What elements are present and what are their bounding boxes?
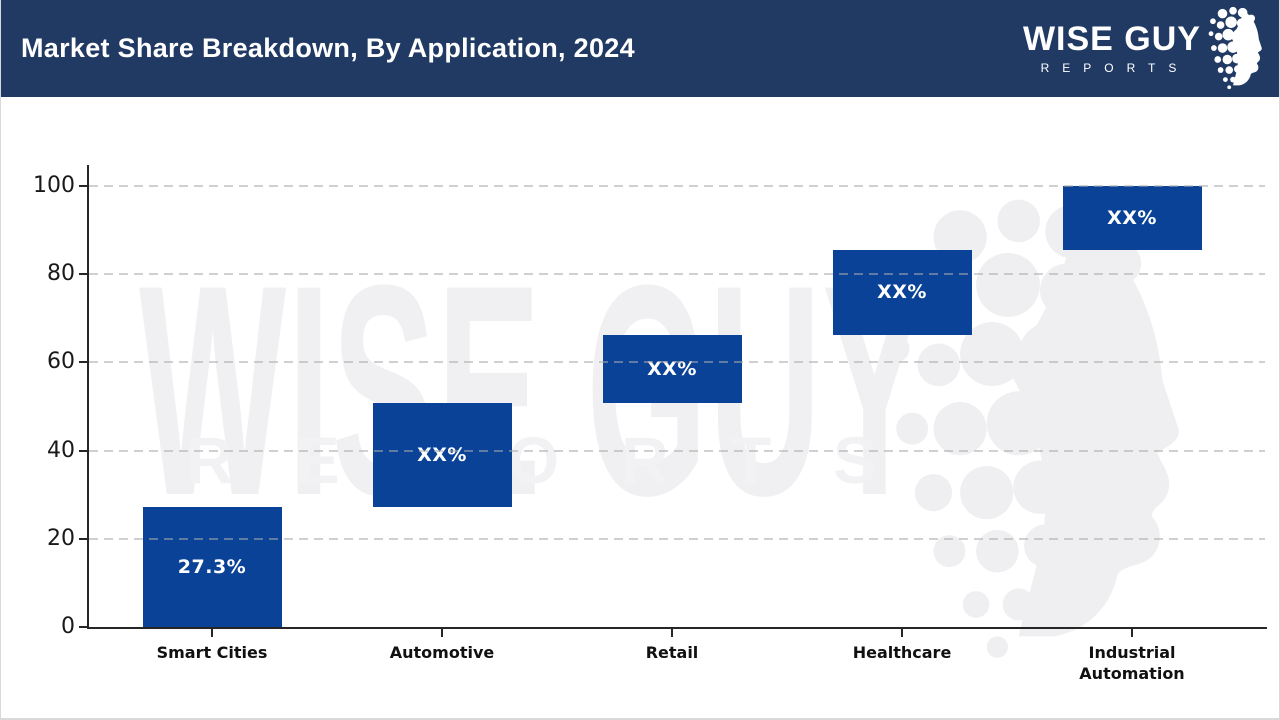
gridline [89,361,1265,364]
header-bar: Market Share Breakdown, By Application, … [1,0,1279,97]
x-axis-tick [211,629,213,637]
x-category-label: Smart Cities [156,643,268,662]
y-axis-tick [79,273,87,276]
x-category-label: Retail [645,643,699,662]
x-category-label: Healthcare [852,643,952,662]
y-axis-tick-label: 80 [47,261,75,287]
watermark-wordmark: WISE GUY [139,222,928,558]
bar-healthcare: XX% [832,249,972,335]
bar-value-label: XX% [417,443,467,466]
page-title: Market Share Breakdown, By Application, … [21,33,635,63]
gridline [89,449,1265,452]
gridline [89,185,1265,187]
bar-retail: XX% [602,334,742,403]
y-axis-tick [79,537,87,540]
y-axis-tick-label: 60 [47,349,75,375]
wiseguy-face-icon [1208,6,1262,89]
bar-value-label: XX% [877,281,927,304]
bar-automotive: XX% [372,402,512,507]
y-axis-tick-label: 100 [33,173,75,198]
chart-area: WISE GUY REPORTS 0 20 40 60 80 100 27.3% Smart … [1,97,1279,718]
bar-smart-cities: 27.3% [142,506,282,627]
y-axis-tick [79,626,87,628]
bar-value-label: XX% [1107,206,1157,229]
x-axis-tick [441,629,443,637]
x-axis-line [87,627,1267,629]
bar-industrial-automation: XX% [1062,186,1202,250]
y-axis-tick [79,449,87,452]
logo-wordmark: WISE GUY [1022,20,1201,58]
x-category-label: Automotive [389,643,495,662]
logo-text: WISE GUY REPORTS [1023,22,1201,75]
gridline [89,537,1265,540]
x-axis-tick [901,629,903,637]
gridline [89,273,1265,276]
x-axis-tick [1131,629,1133,637]
y-axis-line [87,165,89,629]
y-axis-tick-label: 0 [61,614,75,639]
bar-value-label: 27.3% [177,555,247,578]
x-axis-tick [671,629,673,637]
y-axis-tick [79,361,87,364]
watermark-subtitle: REPORTS [186,423,940,497]
y-axis-tick-label: 20 [47,525,75,551]
wiseguy-logo: WISE GUY REPORTS [1023,5,1265,93]
x-category-label: Industrial Automation [1079,643,1185,683]
y-axis-tick-label: 40 [47,437,75,463]
y-axis-tick [79,185,87,187]
logo-subtitle: REPORTS [1040,61,1190,75]
